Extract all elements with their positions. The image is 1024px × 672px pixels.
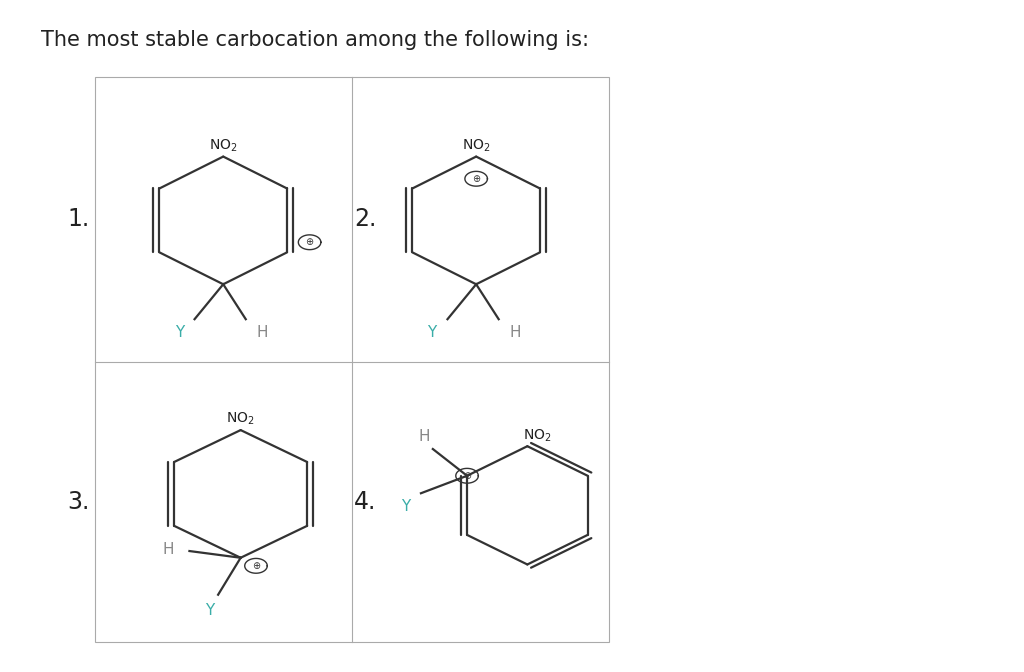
Text: H: H <box>256 325 268 340</box>
Text: ⊕: ⊕ <box>472 174 480 183</box>
Text: 1.: 1. <box>68 208 90 231</box>
Bar <box>95 77 609 642</box>
Text: Y: Y <box>427 325 437 340</box>
Text: Y: Y <box>401 499 411 513</box>
Text: Y: Y <box>174 325 184 340</box>
Text: NO$_2$: NO$_2$ <box>209 138 238 154</box>
Text: H: H <box>163 542 174 557</box>
Text: Y: Y <box>205 603 215 618</box>
Text: NO$_2$: NO$_2$ <box>462 138 490 154</box>
Text: ⊕: ⊕ <box>463 471 471 480</box>
Text: 4.: 4. <box>354 490 377 513</box>
Text: The most stable carbocation among the following is:: The most stable carbocation among the fo… <box>41 30 589 50</box>
Text: NO$_2$: NO$_2$ <box>226 411 255 427</box>
Text: H: H <box>419 429 430 444</box>
Text: ⊕: ⊕ <box>305 237 313 247</box>
Text: NO$_2$: NO$_2$ <box>523 427 552 444</box>
Text: H: H <box>509 325 521 340</box>
Text: 3.: 3. <box>68 490 90 513</box>
Text: ⊕: ⊕ <box>252 561 260 571</box>
Text: 2.: 2. <box>354 208 377 231</box>
